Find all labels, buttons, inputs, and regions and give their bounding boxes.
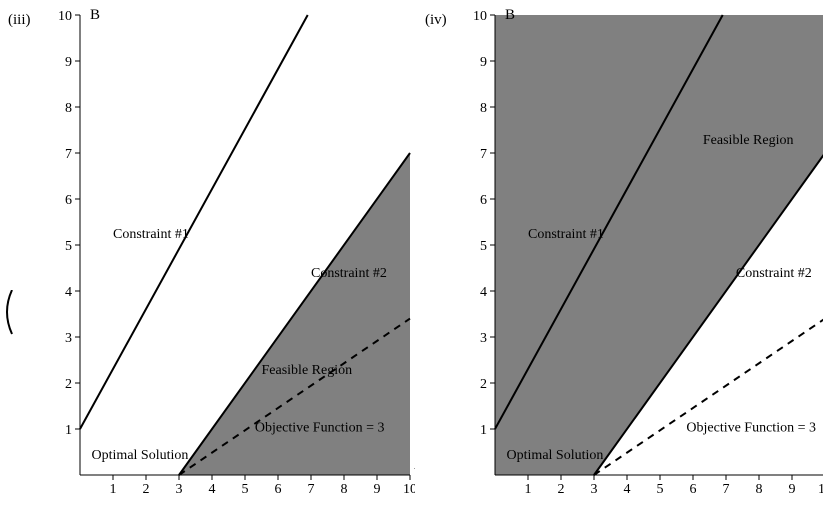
x-tick-label: 1 (525, 482, 532, 497)
objective-label: Objective Function = 3 (255, 420, 385, 435)
panel-label-iii: (iii) (8, 12, 31, 29)
y-tick-label: 4 (65, 285, 72, 300)
y-tick-label: 7 (480, 147, 487, 162)
x-tick-label: 5 (657, 482, 664, 497)
y-tick-label: 8 (480, 101, 487, 116)
y-tick-label: 5 (65, 239, 72, 254)
y-tick-label: 6 (65, 193, 72, 208)
y-tick-label: 6 (480, 193, 487, 208)
x-tick-label: 8 (756, 482, 763, 497)
y-tick-label: 9 (480, 55, 487, 70)
y-tick-label: 7 (65, 147, 72, 162)
chart-iii: 1 2 3 4 5 6 7 8 9 10 1 2 3 4 5 6 7 8 9 10 A B Constraint #1 Con… (40, 5, 415, 505)
objective-label: Objective Function = 3 (686, 420, 816, 435)
chart-iv: 1234567891012345678910ABConstraint #1Con… (455, 5, 823, 505)
x-tick-label: 9 (789, 482, 796, 497)
x-tick-label: 1 (110, 482, 117, 497)
y-axis-label: B (505, 7, 515, 23)
x-tick-label: 10 (403, 482, 415, 497)
x-tick-label: 6 (275, 482, 282, 497)
y-tick-label: 4 (480, 285, 487, 300)
y-tick-label: 10 (58, 9, 72, 24)
constraint-2-label: Constraint #2 (311, 266, 387, 281)
x-tick-label: 10 (818, 482, 823, 497)
x-tick-label: 2 (558, 482, 565, 497)
x-tick-label: 6 (690, 482, 697, 497)
x-tick-label: 3 (176, 482, 183, 497)
y-tick-label: 5 (480, 239, 487, 254)
x-tick-label: 7 (308, 482, 315, 497)
y-tick-label: 10 (473, 9, 487, 24)
optimal-solution-label: Optimal Solution (507, 448, 604, 463)
feasible-region-label: Feasible Region (703, 133, 794, 148)
y-tick-label: 2 (480, 377, 487, 392)
y-tick-label: 2 (65, 377, 72, 392)
stray-mark (0, 290, 14, 345)
y-tick-label: 3 (65, 331, 72, 346)
x-tick-label: 5 (242, 482, 249, 497)
x-tick-label: 4 (209, 482, 216, 497)
y-tick-label: 9 (65, 55, 72, 70)
x-tick-label: 9 (374, 482, 381, 497)
y-tick-label: 1 (65, 423, 72, 438)
x-tick-label: 8 (341, 482, 348, 497)
x-tick-label: 4 (624, 482, 631, 497)
feasible-region-label: Feasible Region (262, 363, 353, 378)
constraint-1-label: Constraint #1 (528, 227, 604, 242)
y-tick-label: 3 (480, 331, 487, 346)
optimal-solution-label: Optimal Solution (92, 448, 189, 463)
x-tick-label: 2 (143, 482, 150, 497)
feasible-region (495, 15, 823, 475)
y-tick-label: 1 (480, 423, 487, 438)
constraint-1-label: Constraint #1 (113, 227, 189, 242)
panel-label-iv: (iv) (425, 12, 447, 29)
x-tick-label: 7 (723, 482, 730, 497)
y-axis-label: B (90, 7, 100, 23)
x-tick-label: 3 (591, 482, 598, 497)
y-tick-label: 8 (65, 101, 72, 116)
x-axis-label: A (414, 457, 415, 473)
constraint-2-label: Constraint #2 (736, 266, 812, 281)
